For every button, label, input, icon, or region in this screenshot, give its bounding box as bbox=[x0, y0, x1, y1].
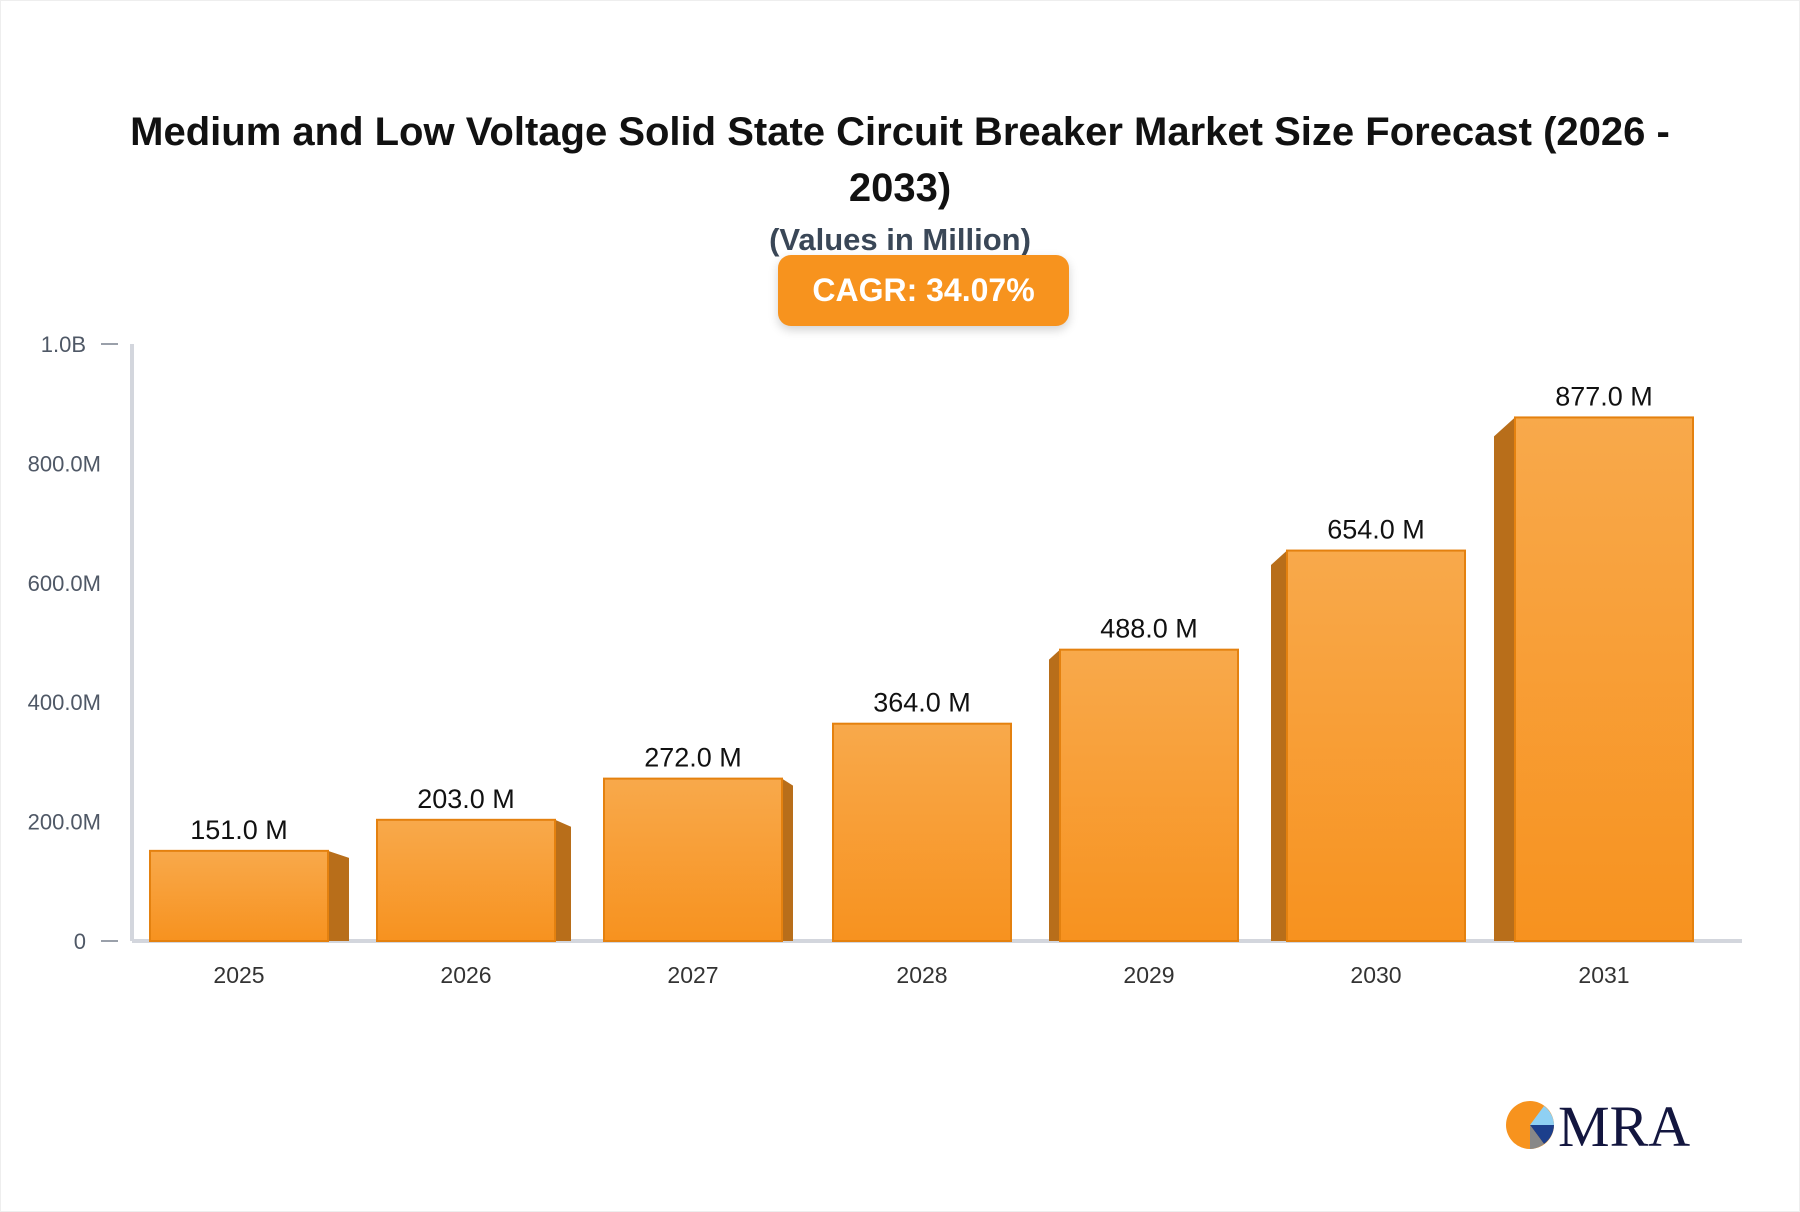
bar-group: 488.0 M 2029 bbox=[1049, 614, 1239, 988]
bar bbox=[376, 818, 556, 943]
bar-group: 654.0 M 2030 bbox=[1271, 515, 1466, 988]
bar-value-label: 877.0 M bbox=[1555, 381, 1653, 411]
bar bbox=[1059, 648, 1239, 942]
x-tick-label: 2027 bbox=[667, 962, 718, 988]
bar-value-label: 488.0 M bbox=[1100, 614, 1198, 644]
y-tick-label: 800.0M bbox=[28, 451, 101, 476]
x-tick-label: 2030 bbox=[1350, 962, 1401, 988]
bar-value-label: 272.0 M bbox=[644, 743, 742, 773]
chart-title: Medium and Low Voltage Solid State Circu… bbox=[130, 110, 1670, 210]
y-tick-label: 400.0M bbox=[28, 690, 101, 715]
cagr-badge: CAGR: 34.07% bbox=[778, 255, 1069, 326]
y-tick-label: 1.0B bbox=[41, 332, 86, 357]
x-tick-label: 2025 bbox=[213, 962, 264, 988]
bar-side bbox=[555, 819, 571, 941]
bar-side bbox=[1271, 550, 1287, 941]
bar-side bbox=[782, 778, 793, 941]
bar-group: 877.0 M 2031 bbox=[1494, 381, 1694, 988]
bar-group: 203.0 M 2026 bbox=[376, 784, 571, 988]
bar-value-label: 203.0 M bbox=[417, 784, 515, 814]
y-tick-label: 200.0M bbox=[28, 810, 101, 835]
bar-value-label: 151.0 M bbox=[190, 815, 288, 845]
bar bbox=[149, 849, 329, 943]
mra-logo: MRA bbox=[1506, 1094, 1690, 1154]
x-tick-label: 2026 bbox=[440, 962, 491, 988]
x-tick-label: 2031 bbox=[1578, 962, 1629, 988]
x-tick-label: 2029 bbox=[1123, 962, 1174, 988]
bar bbox=[1514, 416, 1694, 942]
bar-group: 364.0 M 2028 bbox=[832, 688, 1012, 988]
logo-text: MRA bbox=[1558, 1094, 1690, 1154]
bar-side bbox=[1494, 417, 1515, 941]
bar-group: 151.0 M 2025 bbox=[149, 815, 349, 988]
bar bbox=[1286, 549, 1466, 942]
chart-subtitle: (Values in Million) bbox=[769, 222, 1031, 257]
bar-group: 272.0 M 2027 bbox=[603, 743, 793, 988]
bar-side bbox=[1049, 649, 1060, 941]
bar-value-label: 654.0 M bbox=[1327, 515, 1425, 545]
y-tick-label: 0 bbox=[74, 929, 86, 954]
y-tick-label: 600.0M bbox=[28, 571, 101, 596]
x-tick-label: 2028 bbox=[896, 962, 947, 988]
bar-value-label: 364.0 M bbox=[873, 688, 971, 718]
bar-side bbox=[328, 850, 349, 941]
bar bbox=[832, 722, 1012, 943]
bar bbox=[603, 777, 783, 943]
